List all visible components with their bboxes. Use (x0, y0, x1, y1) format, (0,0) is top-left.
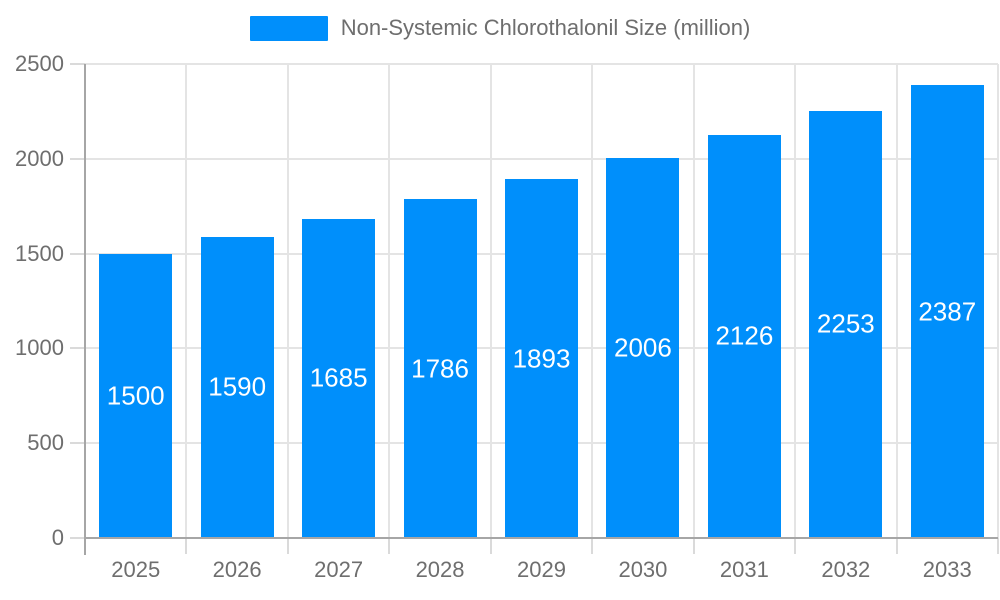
x-tick-label: 2029 (517, 557, 566, 582)
gridline-vertical (388, 64, 391, 538)
bar-value-label: 1786 (411, 353, 469, 384)
bar-value-label: 2006 (614, 332, 672, 363)
bar-2025[interactable]: 1500 (99, 253, 173, 538)
bar-value-label: 1500 (106, 380, 165, 411)
x-axis-tick (185, 538, 188, 554)
bar-value-label: 1893 (512, 343, 571, 374)
x-tick-label: 2031 (719, 557, 769, 582)
x-axis-tick (591, 538, 594, 554)
x-tick-label: 2025 (111, 557, 161, 582)
gridline-vertical (286, 64, 289, 538)
bar-value-label: 1590 (208, 371, 267, 402)
bar-value-label: 1685 (309, 362, 368, 393)
y-axis-tick (70, 157, 85, 160)
gridline-horizontal (85, 157, 998, 160)
x-axis-line (85, 537, 998, 539)
legend-marker-swatch (249, 15, 328, 41)
bar-2032[interactable]: 2253 (809, 110, 883, 538)
legend-label: Non-Systemic Chlorothalonil Size (millio… (340, 15, 751, 40)
x-tick-label: 2026 (212, 557, 262, 582)
gridline-vertical (591, 64, 594, 538)
gridline-vertical (794, 64, 797, 538)
legend-item[interactable]: Non-Systemic Chlorothalonil Size (millio… (249, 15, 751, 41)
bar-2033[interactable]: 2387 (910, 85, 984, 538)
y-axis-tick (70, 442, 85, 445)
gridline-vertical (692, 64, 695, 538)
y-axis-line (84, 64, 86, 555)
gridline-horizontal (85, 63, 998, 65)
x-tick-label: 2032 (821, 557, 871, 582)
x-axis-tick (692, 538, 695, 554)
gridline-vertical (895, 64, 898, 538)
gridline-vertical (489, 64, 492, 538)
gridline-vertical (997, 64, 999, 538)
bar-2028[interactable]: 1786 (403, 199, 477, 538)
x-axis-tick (388, 538, 391, 554)
y-axis-tick (70, 252, 85, 255)
y-tick-label: 2000 (15, 145, 64, 171)
x-axis-tick (794, 538, 797, 554)
bar-2031[interactable]: 2126 (707, 134, 781, 538)
x-tick-label: 2027 (314, 557, 364, 582)
x-tick-label: 2033 (922, 557, 972, 582)
y-axis-tick (70, 537, 85, 539)
y-tick-label: 2500 (15, 51, 64, 76)
y-tick-label: 0 (51, 525, 64, 550)
x-tick-label: 2028 (415, 557, 465, 582)
x-tick-label: 2030 (618, 557, 668, 582)
plot-area: 1500 1590 1685 1786 1893 2006 2126 2253 2387 (85, 63, 999, 538)
bar-2029[interactable]: 1893 (505, 179, 578, 538)
y-axis-tick (70, 347, 85, 350)
x-axis-tick (997, 538, 999, 554)
bar-value-label: 2126 (715, 320, 774, 351)
bar-2030[interactable]: 2006 (606, 157, 680, 538)
bar-value-label: 2253 (816, 308, 875, 339)
x-axis-tick (286, 538, 289, 554)
bar-value-label: 2387 (918, 296, 977, 327)
x-axis-tick (489, 538, 492, 554)
y-tick-label: 1000 (15, 335, 64, 361)
bar-2027[interactable]: 1685 (302, 218, 376, 538)
y-tick-label: 1500 (15, 240, 64, 266)
gridline-vertical (185, 64, 188, 538)
legend: Non-Systemic Chlorothalonil Size (millio… (0, 15, 1000, 41)
y-tick-label: 500 (27, 430, 64, 456)
y-axis-tick (70, 63, 85, 65)
bar-2026[interactable]: 1590 (200, 236, 274, 538)
x-axis-tick (895, 538, 898, 554)
